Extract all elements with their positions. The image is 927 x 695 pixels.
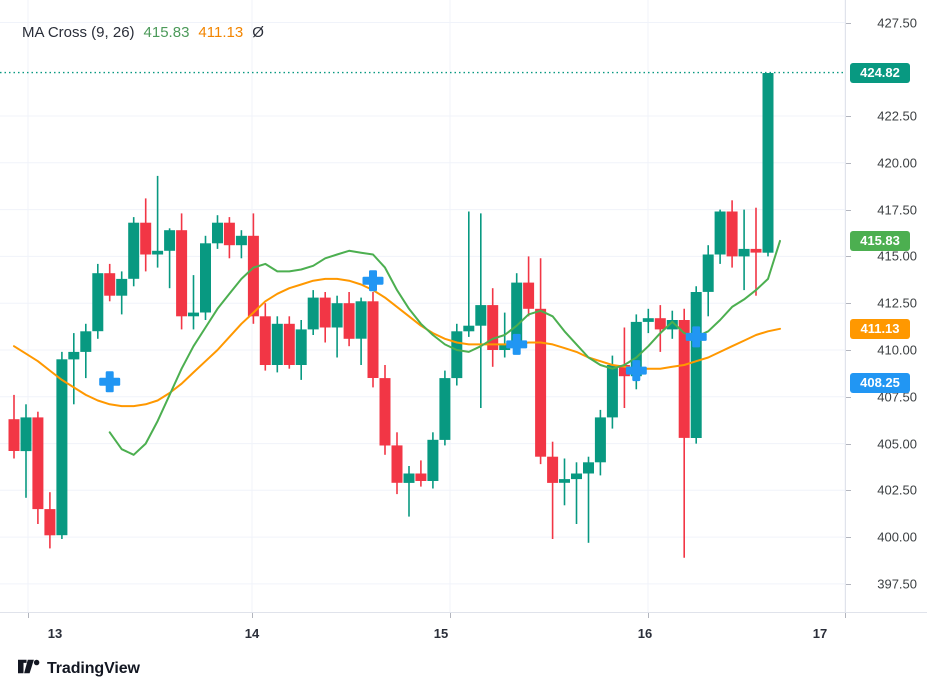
cross-markers (99, 270, 707, 393)
candlestick-svg (0, 0, 845, 612)
price-tick-label: 410.00 (877, 342, 917, 358)
time-tick-mark (252, 613, 253, 618)
ma-fast-line (108, 239, 781, 456)
branding-label: TradingView (47, 660, 140, 677)
time-tick-mark (845, 613, 846, 618)
price-tick-mark (846, 162, 851, 164)
price-tick-mark (846, 583, 851, 585)
price-tick-mark (846, 490, 851, 492)
price-axis[interactable]: 427.50 422.50 420.00 417.50 415.00 412.50 410.… (845, 0, 927, 612)
branding: TradingView (18, 659, 140, 679)
ma-slow-line (13, 277, 781, 408)
price-tick-mark (846, 396, 851, 398)
price-tick-mark (846, 116, 851, 117)
price-tick-mark (846, 537, 851, 539)
price-tick-label: 405.00 (877, 436, 917, 452)
price-tick-label: 412.50 (877, 295, 917, 311)
price-tick-label: 400.00 (877, 529, 917, 545)
price-tick-label: 422.50 (877, 108, 917, 124)
candles (8, 73, 774, 558)
price-tick-label: 420.00 (877, 155, 917, 171)
price-tick-mark (846, 350, 851, 351)
price-tick-mark (846, 256, 851, 258)
price-tick-label: 415.00 (877, 248, 917, 264)
price-tick-label: 427.50 (877, 15, 917, 30)
price-tag-cross-level[interactable]: 408.25 (850, 372, 910, 393)
price-tick-mark (846, 443, 851, 445)
price-tick-label: 402.50 (877, 482, 917, 498)
time-tick-label: 16 (637, 626, 653, 641)
time-tick-label: 17 (812, 626, 828, 641)
time-tick-label: 15 (433, 626, 449, 641)
time-tick-mark (450, 613, 451, 618)
price-tick-mark (846, 303, 851, 305)
time-tick-mark (648, 613, 649, 618)
price-tag-last-price[interactable]: 424.82 (850, 62, 910, 83)
tradingview-logo-icon (18, 659, 40, 679)
price-tick-label: 407.50 (877, 389, 917, 405)
chart-plot-area[interactable] (0, 0, 845, 612)
price-tick-mark (846, 209, 851, 211)
price-tick-label: 417.50 (877, 202, 917, 218)
time-tick-label: 14 (244, 626, 260, 641)
price-tag-ma-slow[interactable]: 411.13 (850, 318, 910, 339)
gridlines (0, 0, 845, 612)
price-tick-mark (846, 22, 851, 24)
time-axis[interactable]: 13 14 15 16 17 (0, 612, 927, 652)
price-tag-ma-fast[interactable]: 415.83 (850, 230, 910, 251)
price-tick-label: 397.50 (877, 576, 917, 592)
time-tick-mark (28, 613, 29, 618)
time-tick-label: 13 (47, 626, 63, 641)
